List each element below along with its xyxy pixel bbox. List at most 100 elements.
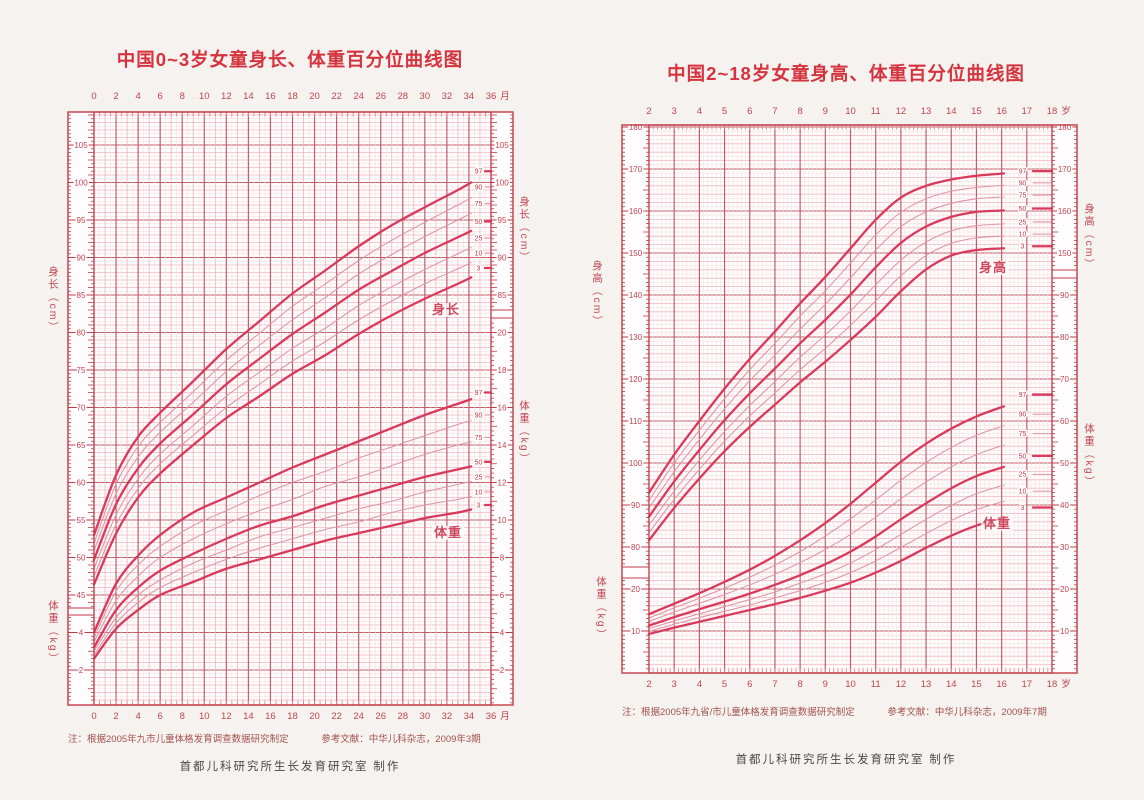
svg-text:20: 20 <box>309 711 320 722</box>
svg-text:110: 110 <box>629 417 642 426</box>
chart-frame <box>67 111 514 706</box>
svg-text:90: 90 <box>475 412 483 419</box>
svg-text:8: 8 <box>500 553 505 562</box>
svg-text:60: 60 <box>1060 417 1069 426</box>
svg-text:70: 70 <box>77 403 86 412</box>
chart-note-child: 注：根据2005年九省/市儿童体格发育调查数据研究制定 参考文献：中华儿科杂志，… <box>622 704 1084 718</box>
svg-text:22: 22 <box>331 711 342 722</box>
svg-text:14: 14 <box>946 106 957 117</box>
svg-text:2: 2 <box>113 91 118 102</box>
svg-text:90: 90 <box>1019 412 1027 419</box>
growth-chart-child: 9790755025103979075502510380901001101201… <box>621 105 1078 690</box>
svg-text:0: 0 <box>91 711 96 722</box>
chart-frame <box>621 124 1078 674</box>
svg-text:105: 105 <box>74 141 88 150</box>
axis-label-length-left: 身长（cm） <box>47 266 59 334</box>
note-reference: 参考文献：中华儿科杂志，2009年7期 <box>887 707 1047 718</box>
svg-text:6: 6 <box>158 91 163 102</box>
svg-text:80: 80 <box>1060 333 1069 342</box>
note-reference: 参考文献：中华儿科杂志，2009年3期 <box>321 734 481 745</box>
curves-体重: 97 90 75 50 25 10 3 <box>647 390 1054 636</box>
svg-text:月: 月 <box>500 91 510 102</box>
svg-text:9: 9 <box>823 106 828 117</box>
svg-text:10: 10 <box>1019 232 1027 239</box>
x-axis-labels: 0022446688101012121414161618182020222224… <box>91 91 509 722</box>
growth-chart-infant: 9790755025103979075502510345505560657075… <box>67 91 514 722</box>
svg-text:3: 3 <box>672 679 677 690</box>
svg-text:24: 24 <box>353 711 364 722</box>
curves-体重: 97 90 75 50 25 10 3 <box>92 388 493 660</box>
svg-text:50: 50 <box>1019 453 1027 460</box>
svg-text:8: 8 <box>797 679 802 690</box>
svg-text:55: 55 <box>77 516 86 525</box>
svg-text:140: 140 <box>629 291 643 300</box>
svg-text:5: 5 <box>722 106 727 117</box>
svg-text:50: 50 <box>1019 206 1027 213</box>
svg-text:90: 90 <box>1019 180 1027 187</box>
svg-text:17: 17 <box>1022 106 1033 117</box>
svg-text:50: 50 <box>1060 459 1069 468</box>
svg-text:25: 25 <box>1019 219 1027 226</box>
svg-text:26: 26 <box>375 91 386 102</box>
svg-text:97: 97 <box>1019 169 1027 176</box>
svg-text:13: 13 <box>921 679 932 690</box>
svg-text:97: 97 <box>475 169 483 176</box>
note-source: 注：根据2005年九市儿童体格发育调查数据研究制定 <box>68 734 289 745</box>
svg-text:8: 8 <box>180 711 185 722</box>
svg-text:6: 6 <box>158 711 163 722</box>
svg-text:17: 17 <box>1022 679 1033 690</box>
svg-text:97: 97 <box>475 390 483 397</box>
svg-text:180: 180 <box>629 123 643 132</box>
svg-text:25: 25 <box>475 474 483 481</box>
svg-text:22: 22 <box>331 91 342 102</box>
svg-text:150: 150 <box>629 249 643 258</box>
svg-text:4: 4 <box>697 106 702 117</box>
svg-text:16: 16 <box>996 106 1007 117</box>
svg-text:4: 4 <box>135 91 140 102</box>
svg-text:28: 28 <box>397 711 408 722</box>
chart-credit-child: 首都儿科研究所生长发育研究室 制作 <box>735 754 957 766</box>
svg-text:50: 50 <box>475 219 483 226</box>
svg-text:10: 10 <box>1060 627 1069 636</box>
svg-text:30: 30 <box>1060 543 1069 552</box>
svg-text:34: 34 <box>464 91 475 102</box>
svg-text:24: 24 <box>353 91 364 102</box>
svg-text:85: 85 <box>77 291 86 300</box>
svg-text:3: 3 <box>477 502 481 509</box>
svg-text:90: 90 <box>77 253 86 262</box>
svg-text:18: 18 <box>287 91 298 102</box>
svg-text:20: 20 <box>631 585 640 594</box>
svg-text:4: 4 <box>697 679 702 690</box>
note-source: 注：根据2005年九省/市儿童体格发育调查数据研究制定 <box>622 707 855 718</box>
svg-text:2: 2 <box>500 666 505 675</box>
svg-text:3: 3 <box>477 265 481 272</box>
svg-text:80: 80 <box>77 328 86 337</box>
chart-title-infant: 中国0~3岁女童身长、体重百分位曲线图 <box>116 49 464 70</box>
svg-text:16: 16 <box>265 711 276 722</box>
svg-text:60: 60 <box>77 478 86 487</box>
curves-身高: 97 90 75 50 25 10 3 <box>647 167 1054 542</box>
axis-label-weight-left: 体重（kg） <box>595 576 607 642</box>
chart-title-child: 中国2~18岁女童身高、体重百分位曲线图 <box>667 63 1025 84</box>
svg-text:36: 36 <box>486 711 497 722</box>
svg-text:65: 65 <box>77 441 86 450</box>
svg-text:95: 95 <box>498 216 507 225</box>
svg-text:11: 11 <box>871 679 881 690</box>
svg-text:14: 14 <box>498 441 507 450</box>
curve-family-label-weight: 体重 <box>981 516 1014 532</box>
svg-text:20: 20 <box>1060 585 1069 594</box>
svg-text:8: 8 <box>797 106 802 117</box>
svg-text:34: 34 <box>464 711 475 722</box>
svg-text:6: 6 <box>500 591 505 600</box>
svg-text:50: 50 <box>77 553 86 562</box>
svg-text:4: 4 <box>135 711 140 722</box>
svg-text:2: 2 <box>113 711 118 722</box>
svg-text:160: 160 <box>1058 207 1072 216</box>
svg-text:120: 120 <box>629 375 643 384</box>
axis-label-height-left: 身高（cm） <box>591 260 603 328</box>
svg-text:6: 6 <box>747 679 752 690</box>
svg-text:2: 2 <box>646 679 651 690</box>
svg-text:85: 85 <box>498 291 507 300</box>
svg-text:10: 10 <box>199 711 210 722</box>
